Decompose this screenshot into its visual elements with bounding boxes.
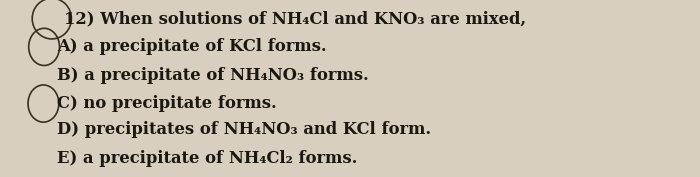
- Text: A) a precipitate of KCl forms.: A) a precipitate of KCl forms.: [57, 38, 327, 55]
- Text: D) precipitates of NH₄NO₃ and KCl form.: D) precipitates of NH₄NO₃ and KCl form.: [57, 121, 431, 138]
- Text: C) no precipitate forms.: C) no precipitate forms.: [57, 95, 277, 112]
- Text: 12) When solutions of NH₄Cl and KNO₃ are mixed,: 12) When solutions of NH₄Cl and KNO₃ are…: [64, 10, 526, 27]
- Text: E) a precipitate of NH₄Cl₂ forms.: E) a precipitate of NH₄Cl₂ forms.: [57, 150, 358, 167]
- Text: B) a precipitate of NH₄NO₃ forms.: B) a precipitate of NH₄NO₃ forms.: [57, 67, 369, 84]
